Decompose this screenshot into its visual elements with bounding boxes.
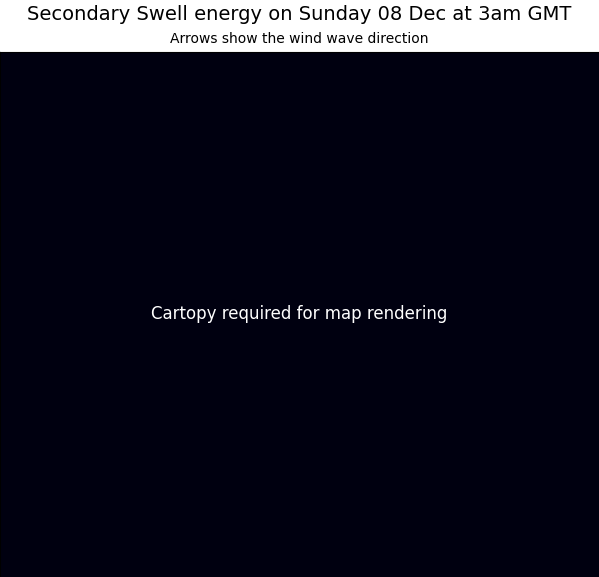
- Text: Arrows show the wind wave direction: Arrows show the wind wave direction: [170, 32, 429, 46]
- Text: Cartopy required for map rendering: Cartopy required for map rendering: [152, 305, 447, 324]
- Text: Secondary Swell energy on Sunday 08 Dec at 3am GMT: Secondary Swell energy on Sunday 08 Dec …: [28, 5, 571, 24]
